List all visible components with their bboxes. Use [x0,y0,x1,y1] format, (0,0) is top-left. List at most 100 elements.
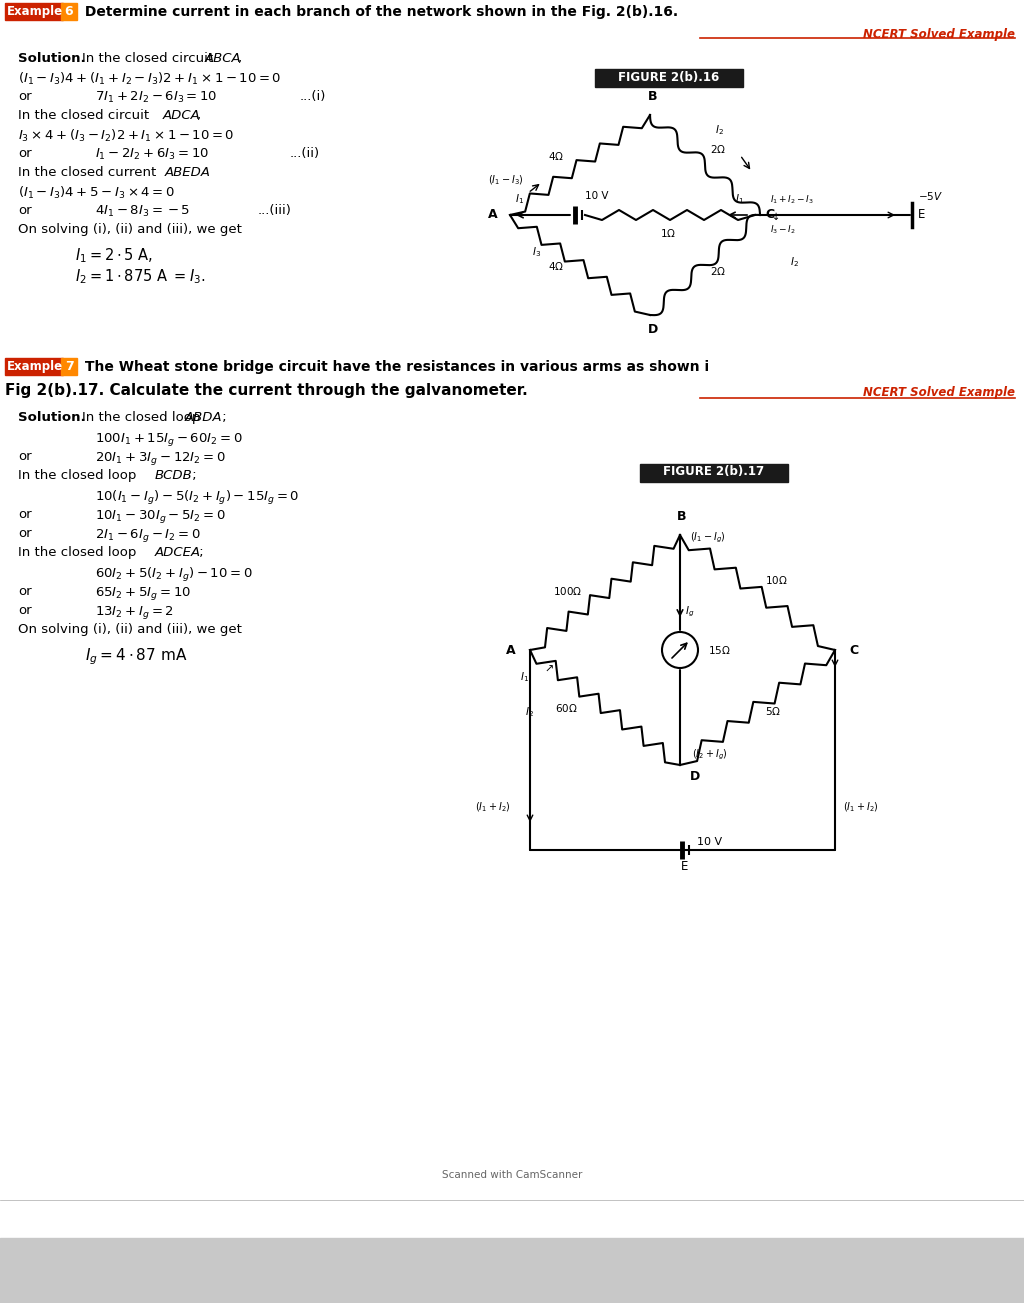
Text: A: A [488,208,498,222]
Bar [61,3,77,20]
Text: $100 I_1 + 15 I_g - 60 I_2 = 0$: $100 I_1 + 15 I_g - 60 I_2 = 0$ [95,431,243,448]
Text: $(I_1 - I_3) 4 + (I_1 + I_2 - I_3) 2 + I_1 \times 1 - 10 = 0$: $(I_1 - I_3) 4 + (I_1 + I_2 - I_3) 2 + I… [18,70,282,87]
Text: $\downarrow$: $\downarrow$ [770,211,780,222]
Bar [640,464,788,482]
Text: The Wheat stone bridge circuit have the resistances in various arms as shown i: The Wheat stone bridge circuit have the … [80,360,710,374]
Text: Fig 2(b).17. Calculate the current through the galvanometer.: Fig 2(b).17. Calculate the current throu… [5,383,527,397]
Text: Solution.: Solution. [18,410,86,423]
Text: On solving (i), (ii) and (iii), we get: On solving (i), (ii) and (iii), we get [18,623,242,636]
Text: $I_2$: $I_2$ [715,122,724,137]
Text: FIGURE 2(b).16: FIGURE 2(b).16 [618,70,720,83]
Text: $(I_1+I_2)$: $(I_1+I_2)$ [475,800,511,814]
Text: $I_1 = 2 \cdot 5$ A,: $I_1 = 2 \cdot 5$ A, [75,246,154,265]
Text: $13 I_2 + I_g = 2$: $13 I_2 + I_g = 2$ [95,605,174,622]
Text: In the closed circuit: In the closed circuit [82,52,217,65]
Text: Solution.: Solution. [18,52,86,65]
Text: $(I_2+I_g)$: $(I_2+I_g)$ [692,748,728,762]
Text: ;: ; [195,546,204,559]
Bar [0,1238,1024,1303]
Text: $2\Omega$: $2\Omega$ [710,143,726,155]
Text: 10 V: 10 V [585,192,608,201]
Text: ,: , [196,109,200,122]
Text: $10\Omega$: $10\Omega$ [765,575,787,586]
Text: $I_3$: $I_3$ [532,245,541,259]
Text: $65 I_2 + 5 I_g = 10$: $65 I_2 + 5 I_g = 10$ [95,585,191,602]
Text: $10 I_1 - 30 I_g - 5 I_2 = 0$: $10 I_1 - 30 I_g - 5 I_2 = 0$ [95,508,226,525]
Bar [5,3,63,20]
Text: $I_g = 4 \cdot 87$ mA: $I_g = 4 \cdot 87$ mA [85,646,187,667]
Text: or: or [18,508,32,521]
Text: D: D [648,323,658,336]
Text: A: A [507,644,516,657]
Text: In the closed loop: In the closed loop [18,546,140,559]
Text: $\nearrow$: $\nearrow$ [542,665,554,674]
Text: $(I_1-I_g)$: $(I_1-I_g)$ [690,530,726,545]
Text: or: or [18,147,32,160]
Text: $20 I_1 + 3 I_g - 12 I_2 = 0$: $20 I_1 + 3 I_g - 12 I_2 = 0$ [95,450,226,466]
Text: $4 I_1 - 8 I_3 = -5$: $4 I_1 - 8 I_3 = -5$ [95,205,190,219]
Text: Scanned with CamScanner: Scanned with CamScanner [441,1170,583,1181]
Text: BCDB: BCDB [155,469,193,482]
Text: or: or [18,605,32,618]
Text: $(I_1+I_2)$: $(I_1+I_2)$ [843,800,879,814]
Bar [5,358,63,375]
Text: C: C [765,208,774,222]
Text: or: or [18,526,32,539]
Text: In the closed loop: In the closed loop [18,469,140,482]
Text: $I_1 - 2 I_2 + 6 I_3 = 10$: $I_1 - 2 I_2 + 6 I_3 = 10$ [95,147,209,162]
Text: $7 I_1 + 2 I_2 - 6 I_3 = 10$: $7 I_1 + 2 I_2 - 6 I_3 = 10$ [95,90,217,106]
Text: FIGURE 2(b).17: FIGURE 2(b).17 [664,465,765,478]
Text: $(I_1 - I_3) 4 + 5 - I_3 \times 4 = 0$: $(I_1 - I_3) 4 + 5 - I_3 \times 4 = 0$ [18,185,175,201]
Text: ,: , [237,52,241,65]
Text: C: C [849,644,858,657]
Text: Determine current in each branch of the network shown in the Fig. 2(b).16.: Determine current in each branch of the … [80,5,678,20]
Text: or: or [18,585,32,598]
Text: ADCA: ADCA [163,109,201,122]
Text: ABCA: ABCA [205,52,242,65]
Text: $I_1$: $I_1$ [735,192,744,206]
Text: $4\Omega$: $4\Omega$ [548,150,564,162]
Text: $5\Omega$: $5\Omega$ [765,705,781,717]
Text: E: E [681,860,689,873]
Text: $10 (I_1 - I_g) - 5 (I_2 + I_g) - 15 I_g = 0$: $10 (I_1 - I_g) - 5 (I_2 + I_g) - 15 I_g… [95,489,299,507]
Text: D: D [690,770,700,783]
Text: ...(iii): ...(iii) [258,205,292,218]
Text: $60 I_2 + 5 (I_2 + I_g) - 10 = 0$: $60 I_2 + 5 (I_2 + I_g) - 10 = 0$ [95,566,253,584]
Text: 6: 6 [65,5,74,18]
Text: Example: Example [7,360,63,373]
Text: 10 V: 10 V [697,837,722,847]
Text: On solving (i), (ii) and (iii), we get: On solving (i), (ii) and (iii), we get [18,223,242,236]
Text: or: or [18,205,32,218]
Text: or: or [18,90,32,103]
Text: In the closed loop: In the closed loop [82,410,205,423]
Text: ...(i): ...(i) [300,90,327,103]
Text: $I_3 \times 4 + (I_3 - I_2) 2 + I_1 \times 1 - 10 = 0$: $I_3 \times 4 + (I_3 - I_2) 2 + I_1 \tim… [18,128,234,145]
Bar [61,358,77,375]
Text: Example: Example [7,5,63,18]
Text: $-5V$: $-5V$ [918,190,943,202]
Text: ABDA: ABDA [185,410,222,423]
Text: $1\Omega$: $1\Omega$ [660,227,676,238]
Text: NCERT Solved Example: NCERT Solved Example [863,386,1015,399]
Text: $I_1$: $I_1$ [520,670,529,684]
Bar [595,69,743,87]
Text: ...(ii): ...(ii) [290,147,321,160]
Text: In the closed circuit: In the closed circuit [18,109,154,122]
Text: $100\Omega$: $100\Omega$ [553,585,583,597]
Text: ABEDA: ABEDA [165,165,211,179]
Text: NCERT Solved Example: NCERT Solved Example [863,27,1015,40]
Text: or: or [18,450,32,463]
Text: 7: 7 [65,360,74,373]
Text: ;: ; [218,410,226,423]
Text: $15\Omega$: $15\Omega$ [708,644,731,655]
Text: E: E [918,208,926,222]
Text: $I_2$: $I_2$ [790,255,799,268]
Text: $60\Omega$: $60\Omega$ [555,702,578,714]
Text: ADCEA: ADCEA [155,546,201,559]
Text: ;: ; [188,469,197,482]
Text: $I_g$: $I_g$ [685,605,694,619]
Text: $4\Omega$: $4\Omega$ [548,261,564,272]
Text: $2\Omega$: $2\Omega$ [710,265,726,278]
Text: $I_2$: $I_2$ [525,705,534,719]
Text: $(I_1-I_3)$: $(I_1-I_3)$ [488,173,523,186]
